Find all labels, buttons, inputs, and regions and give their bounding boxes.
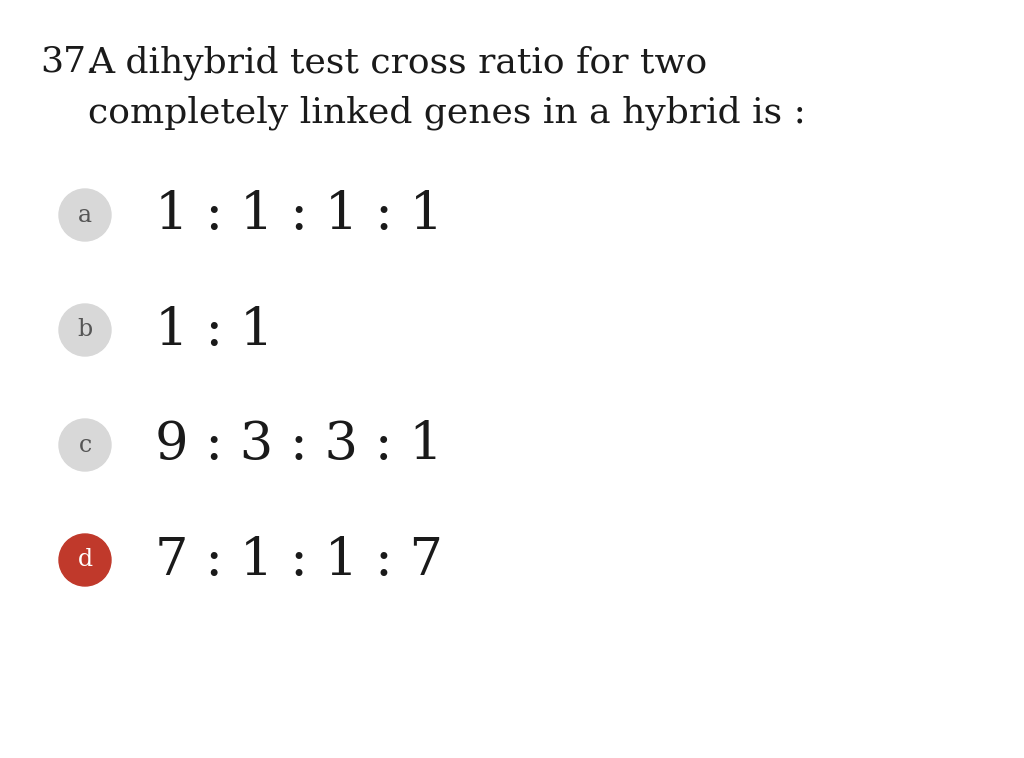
Circle shape bbox=[59, 534, 111, 586]
Text: a: a bbox=[78, 203, 92, 227]
Text: A dihybrid test cross ratio for two: A dihybrid test cross ratio for two bbox=[88, 45, 708, 80]
Circle shape bbox=[59, 304, 111, 356]
Circle shape bbox=[59, 419, 111, 471]
Text: completely linked genes in a hybrid is :: completely linked genes in a hybrid is : bbox=[88, 95, 806, 130]
Circle shape bbox=[59, 189, 111, 241]
Text: d: d bbox=[78, 549, 92, 572]
Text: 7 : 1 : 1 : 7: 7 : 1 : 1 : 7 bbox=[155, 534, 443, 585]
Text: 9 : 3 : 3 : 1: 9 : 3 : 3 : 1 bbox=[155, 419, 442, 471]
Text: b: b bbox=[78, 318, 92, 342]
Text: 37.: 37. bbox=[40, 45, 97, 79]
Text: 1 : 1: 1 : 1 bbox=[155, 305, 273, 356]
Text: c: c bbox=[79, 434, 91, 456]
Text: 1 : 1 : 1 : 1: 1 : 1 : 1 : 1 bbox=[155, 190, 443, 240]
